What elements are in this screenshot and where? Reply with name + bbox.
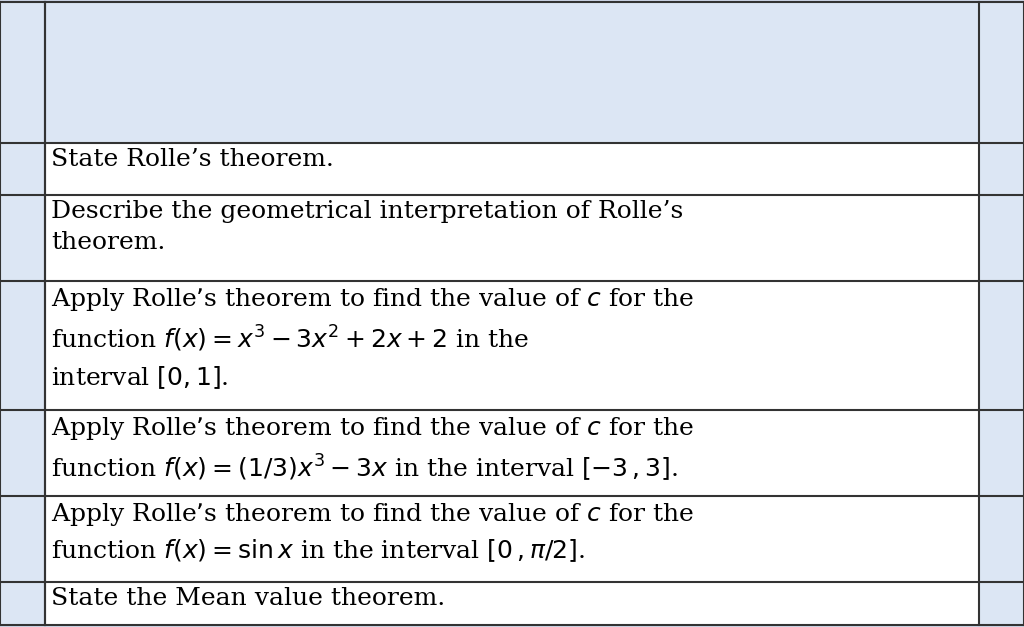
Bar — [45, 410, 979, 496]
Bar — [0, 582, 45, 625]
Bar — [45, 2, 979, 143]
Bar — [979, 282, 1024, 410]
Text: Describe the geometrical interpretation of Rolle’s
theorem.: Describe the geometrical interpretation … — [51, 201, 683, 255]
Text: Apply Rolle’s theorem to find the value of $c$ for the
function $f(x) = x^3 - 3x: Apply Rolle’s theorem to find the value … — [51, 287, 694, 391]
Bar — [45, 496, 979, 582]
Text: State the Mean value theorem.: State the Mean value theorem. — [51, 587, 445, 610]
Bar — [0, 2, 45, 143]
Bar — [0, 143, 45, 196]
Bar — [45, 196, 979, 282]
Bar — [979, 410, 1024, 496]
Bar — [0, 196, 45, 282]
Bar — [45, 143, 979, 196]
Text: State Rolle’s theorem.: State Rolle’s theorem. — [51, 148, 334, 171]
Bar — [45, 282, 979, 410]
Bar — [0, 282, 45, 410]
Bar — [979, 496, 1024, 582]
Bar — [0, 410, 45, 496]
Bar — [45, 582, 979, 625]
Bar — [979, 196, 1024, 282]
Text: Apply Rolle’s theorem to find the value of $c$ for the
function $f(x) = (1/3)x^3: Apply Rolle’s theorem to find the value … — [51, 415, 694, 484]
Bar — [979, 143, 1024, 196]
Bar — [979, 582, 1024, 625]
Bar — [0, 496, 45, 582]
Bar — [979, 2, 1024, 143]
Text: Apply Rolle’s theorem to find the value of $c$ for the
function $f(x) = \sin x$ : Apply Rolle’s theorem to find the value … — [51, 501, 694, 564]
